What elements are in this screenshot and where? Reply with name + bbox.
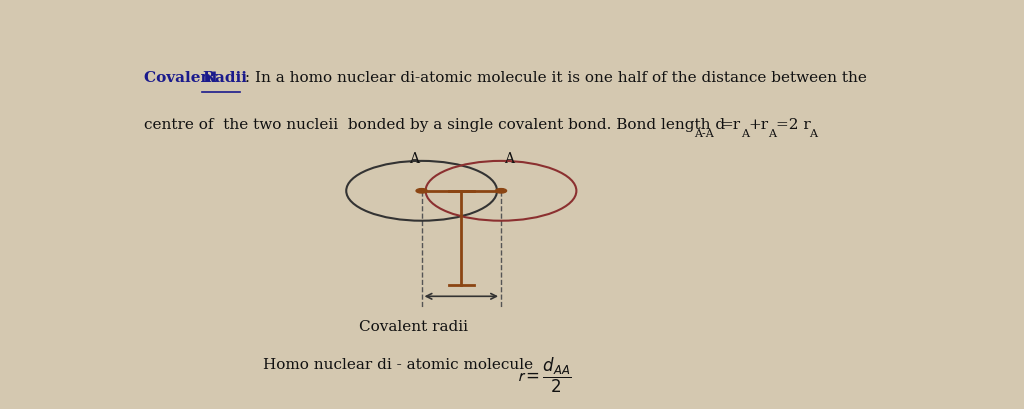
Text: A: A	[504, 152, 514, 166]
Text: centre of  the two nucleii  bonded by a single covalent bond. Bond length d: centre of the two nucleii bonded by a si…	[143, 118, 725, 133]
Text: A-A: A-A	[694, 129, 714, 139]
Text: Homo nuclear di - atomic molecule: Homo nuclear di - atomic molecule	[263, 358, 532, 372]
Circle shape	[496, 189, 507, 193]
Text: Radii: Radii	[202, 71, 247, 85]
Text: A: A	[409, 152, 419, 166]
Text: Covalent: Covalent	[143, 71, 224, 85]
Text: A: A	[768, 129, 776, 139]
Text: Covalent radii: Covalent radii	[359, 320, 468, 334]
Text: =2 r: =2 r	[776, 118, 811, 133]
Text: +r: +r	[749, 118, 769, 133]
Circle shape	[416, 189, 427, 193]
Text: : In a homo nuclear di-atomic molecule it is one half of the distance between th: : In a homo nuclear di-atomic molecule i…	[240, 71, 866, 85]
Text: $\mathcal{r}=\dfrac{d_{AA}}{2}$: $\mathcal{r}=\dfrac{d_{AA}}{2}$	[517, 356, 572, 396]
Text: A: A	[809, 129, 817, 139]
Text: =r: =r	[721, 118, 741, 133]
Text: A: A	[740, 129, 749, 139]
